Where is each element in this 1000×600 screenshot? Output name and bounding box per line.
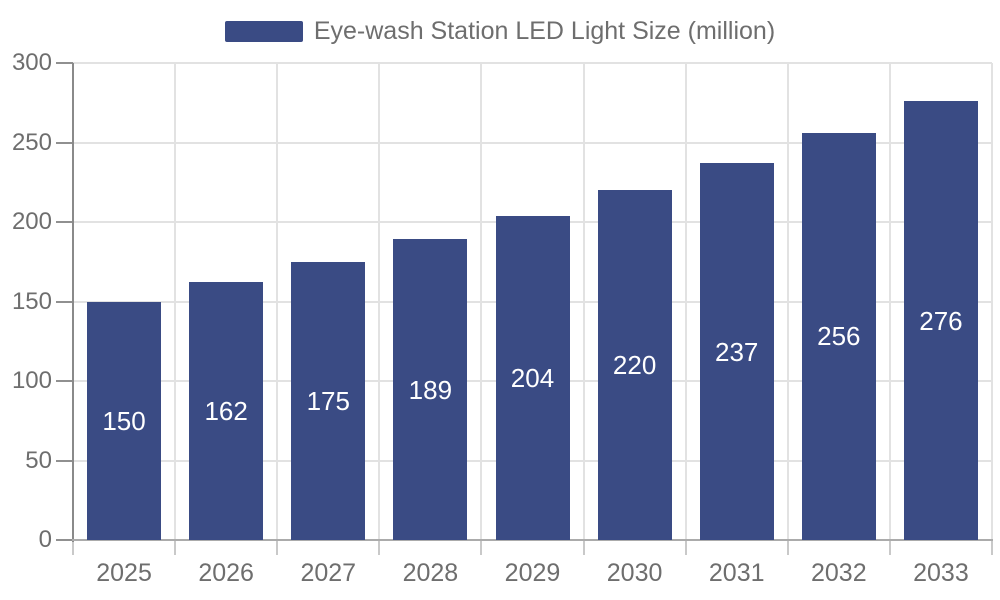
x-axis-tick <box>991 540 993 555</box>
y-tick-label: 150 <box>11 287 52 315</box>
gridline-v <box>582 63 585 540</box>
bar[interactable] <box>291 261 366 540</box>
gridline-v <box>786 63 789 540</box>
x-tick-label: 2026 <box>198 559 254 587</box>
bar-value-label: 175 <box>306 385 350 416</box>
x-axis-tick <box>786 540 789 555</box>
y-tick-label: 300 <box>11 49 52 76</box>
gridline-v <box>276 63 279 540</box>
bar[interactable] <box>699 163 774 540</box>
x-tick-label: 2029 <box>504 559 561 587</box>
bar[interactable] <box>903 101 978 540</box>
x-axis-tick <box>276 540 279 555</box>
y-tick-label: 50 <box>25 446 52 474</box>
gridline-v <box>378 63 381 540</box>
x-axis-tick <box>480 540 483 555</box>
bar-value-label: 150 <box>102 405 146 436</box>
gridline-h <box>73 62 992 64</box>
bar-value-label: 220 <box>612 350 657 381</box>
y-axis-tick <box>56 221 73 223</box>
x-tick-label: 2028 <box>402 559 459 587</box>
x-tick-label: 2027 <box>300 559 357 587</box>
legend[interactable]: Eye-wash Station LED Light Size (million… <box>0 17 1000 46</box>
y-axis-tick <box>56 539 73 541</box>
bar[interactable] <box>393 239 468 540</box>
bar[interactable] <box>597 190 672 540</box>
bar[interactable] <box>801 132 876 540</box>
y-tick-label: 100 <box>11 367 52 394</box>
x-axis-tick <box>888 540 891 555</box>
legend-label: Eye-wash Station LED Light Size (million… <box>313 17 776 45</box>
bar-value-label: 276 <box>919 305 963 336</box>
legend-swatch <box>224 21 303 43</box>
bar-value-label: 189 <box>408 374 453 405</box>
bar[interactable] <box>87 301 162 540</box>
x-axis-tick <box>174 540 177 555</box>
bar-value-label: 204 <box>510 362 555 393</box>
x-axis-tick <box>378 540 381 555</box>
bar-value-label: 162 <box>204 396 248 427</box>
y-axis-tick <box>56 62 73 64</box>
bar-value-label: 256 <box>817 321 861 352</box>
x-tick-label: 2031 <box>708 559 765 587</box>
bar[interactable] <box>495 215 570 540</box>
gridline-v <box>991 63 993 540</box>
gridline-v <box>480 63 483 540</box>
x-axis-tick <box>582 540 585 555</box>
x-tick-label: 2030 <box>606 559 663 587</box>
y-tick-label: 250 <box>11 128 52 156</box>
y-tick-label: 200 <box>11 208 52 235</box>
gridline-v <box>888 63 891 540</box>
x-axis-tick <box>72 540 74 555</box>
x-tick-label: 2033 <box>913 559 969 587</box>
x-tick-label: 2025 <box>96 559 152 587</box>
x-axis-line <box>72 539 993 541</box>
bar-value-label: 237 <box>715 336 759 367</box>
gridline-h <box>73 141 992 144</box>
x-tick-label: 2032 <box>811 559 867 587</box>
y-tick-label: 0 <box>38 526 52 553</box>
bar[interactable] <box>189 282 264 540</box>
y-axis-tick <box>56 380 73 382</box>
y-axis-line <box>72 63 74 542</box>
y-axis-tick <box>56 459 73 462</box>
x-axis-tick <box>684 540 687 555</box>
gridline-v <box>684 63 687 540</box>
y-axis-tick <box>56 300 73 303</box>
gridline-v <box>174 63 177 540</box>
y-axis-tick <box>56 141 73 144</box>
